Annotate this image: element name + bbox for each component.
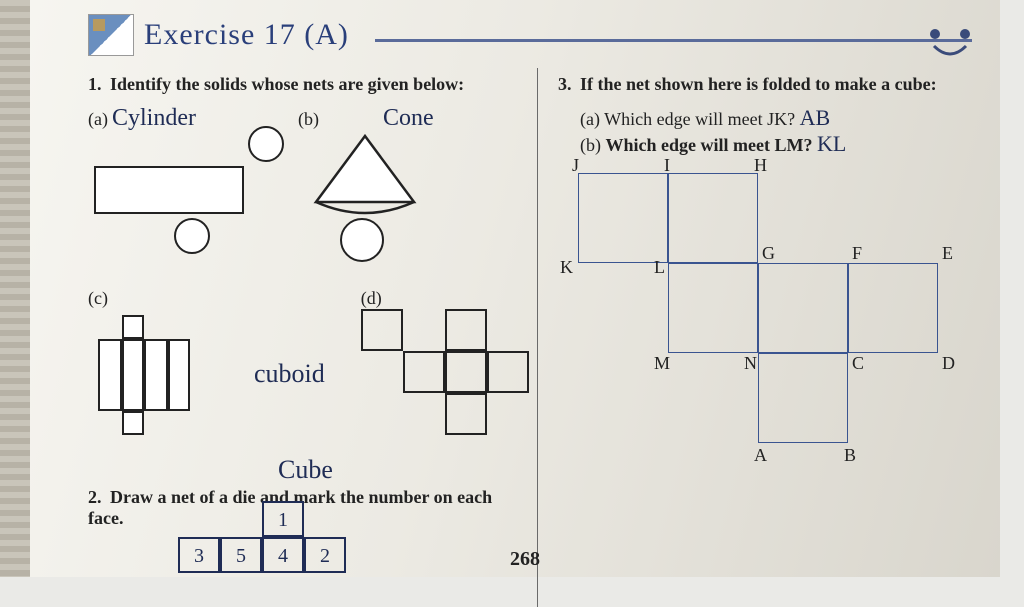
q1-text: Identify the solids whose nets are given…	[110, 74, 464, 94]
circle-icon	[248, 126, 284, 162]
q3-a: (a) Which edge will meet JK? AB	[580, 105, 998, 131]
label-K: K	[560, 257, 573, 278]
q1-row-cd: (c) cuboid (d)	[88, 288, 523, 459]
q3-b-label: (b)	[580, 135, 601, 155]
q3-a-label: (a)	[580, 109, 600, 129]
q1-a-label: (a)	[88, 109, 108, 129]
die-cell: 5	[220, 537, 262, 573]
left-column: 1. Identify the solids whose nets are gi…	[88, 68, 538, 607]
die-cell: 4	[262, 537, 304, 573]
label-B: B	[844, 445, 856, 466]
q3-a-text: Which edge will meet JK?	[604, 109, 795, 129]
q2-number: 2.	[88, 487, 102, 507]
q3-a-answer: AB	[800, 105, 831, 130]
label-L: L	[654, 257, 665, 278]
net-cone	[298, 132, 428, 282]
label-F: F	[852, 243, 862, 264]
book-spine	[0, 0, 30, 577]
q3-b: (b) Which edge will meet LM? KL	[580, 131, 998, 157]
label-N: N	[744, 353, 757, 374]
net-face	[668, 173, 758, 263]
page-number: 268	[510, 548, 540, 571]
label-A: A	[754, 445, 767, 466]
label-H: H	[754, 155, 767, 176]
net-face	[668, 263, 758, 353]
question-2: 2. Draw a net of a die and mark the numb…	[88, 487, 523, 529]
q1-d-answer: Cube	[278, 455, 333, 484]
label-I: I	[664, 155, 670, 176]
chapter-badge	[88, 14, 134, 56]
die-cell: 3	[178, 537, 220, 573]
exercise-title: Exercise 17 (A)	[144, 18, 349, 52]
page: Exercise 17 (A) 1. Identify the solids w…	[30, 0, 1000, 577]
q1-c-label: (c)	[88, 288, 108, 308]
q1-c-answer: cuboid	[254, 359, 325, 389]
rectangle	[94, 166, 244, 214]
question-3: 3. If the net shown here is folded to ma…	[558, 74, 998, 95]
label-M: M	[654, 353, 670, 374]
q1-b: (b) Cone	[298, 105, 434, 282]
question-1: 1. Identify the solids whose nets are gi…	[88, 74, 523, 95]
q1-a: (a) Cylinder	[88, 105, 268, 256]
label-D: D	[942, 353, 955, 374]
cube-net-diagram: J I H K L G F E M N C D A B	[558, 163, 998, 523]
smiley-icon	[920, 26, 980, 62]
circle-icon	[174, 218, 210, 254]
net-cuboid	[88, 315, 238, 435]
q1-a-answer: Cylinder	[112, 105, 196, 131]
label-C: C	[852, 353, 864, 374]
net-cube	[361, 309, 571, 459]
q1-number: 1.	[88, 74, 102, 94]
net-face	[848, 263, 938, 353]
q1-b-answer: Cone	[383, 105, 434, 131]
q1-row-ab: (a) Cylinder (b) Cone	[88, 105, 523, 282]
q1-d: (d)	[361, 288, 571, 459]
q3-text: If the net shown here is folded to make …	[580, 74, 937, 94]
die-net: 1 3 5 4 2	[178, 537, 398, 607]
q3-b-text: Which edge will meet LM?	[606, 135, 813, 155]
die-cell: 2	[304, 537, 346, 573]
q3-number: 3.	[558, 74, 572, 94]
triangle-icon	[310, 132, 420, 220]
header-rule	[375, 39, 972, 42]
net-cylinder	[88, 136, 268, 256]
right-column: 3. If the net shown here is folded to ma…	[538, 68, 998, 607]
net-face	[578, 173, 668, 263]
label-G: G	[762, 243, 775, 264]
q3-b-answer: KL	[817, 131, 846, 156]
q1-d-label: (d)	[361, 288, 382, 308]
columns: 1. Identify the solids whose nets are gi…	[88, 68, 972, 607]
header: Exercise 17 (A)	[88, 14, 972, 56]
label-E: E	[942, 243, 953, 264]
net-face	[758, 353, 848, 443]
q1-c: (c)	[88, 288, 238, 435]
label-J: J	[572, 155, 579, 176]
circle-icon	[340, 218, 384, 262]
die-cell: 1	[262, 501, 304, 537]
q1-b-label: (b)	[298, 109, 319, 129]
net-face	[758, 263, 848, 353]
